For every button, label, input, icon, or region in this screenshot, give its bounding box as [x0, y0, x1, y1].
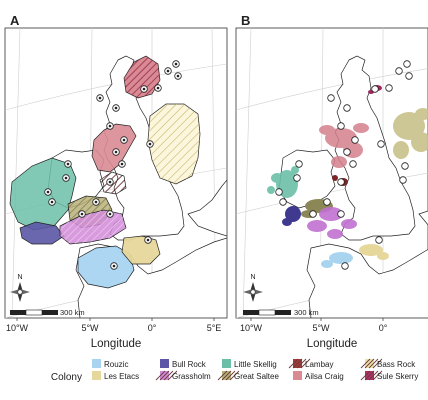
legend-item-bull-rock: Bull Rock — [160, 359, 207, 369]
north-arrow-a — [10, 282, 30, 302]
legend-item-little-skellig: Little Skellig — [222, 359, 277, 369]
x-axis-label-b: Longitude — [307, 338, 358, 350]
range-rouzic — [77, 245, 135, 289]
legend-label-grassholm: Grassholm — [172, 372, 211, 381]
panel-letter-a: A — [10, 13, 20, 28]
legend: Colony Rouzic Les Etacs Bull Rock Grassholm… — [51, 358, 418, 383]
legend-item-great-saltee: Great Saltee — [217, 370, 279, 381]
legend-item-bass-rock: Bass Rock — [360, 358, 416, 369]
legend-label-great-saltee: Great Saltee — [234, 372, 279, 381]
legend-item-ailsa-craig: Ailsa Craig — [293, 371, 344, 381]
legend-swatch-les-etacs — [92, 371, 101, 380]
gps-cloud-les-etacs — [359, 244, 389, 260]
legend-label-rouzic: Rouzic — [104, 360, 128, 369]
x-tick-a-2: 5°W — [81, 323, 99, 333]
legend-label-sule-skerry: Sule Skerry — [377, 372, 418, 381]
range-bull-rock — [19, 221, 65, 245]
panel-b: N 300 km B 10°W 5°W 0° Longitude — [235, 13, 428, 350]
x-tick-a-4: 5°E — [207, 323, 222, 333]
legend-item-lambay: Lambay — [288, 358, 333, 369]
scalebar-a — [10, 309, 58, 316]
legend-item-grassholm: Grassholm — [155, 370, 211, 381]
scalebar-label-b: 300 km — [294, 308, 319, 317]
gps-cloud-bass-rock — [393, 108, 428, 159]
range-les-etacs — [121, 235, 161, 265]
legend-item-les-etacs: Les Etacs — [92, 371, 139, 381]
gps-cloud-ailsa-craig — [319, 123, 369, 168]
x-tick-a-3: 0° — [148, 323, 157, 333]
legend-swatch-little-skellig — [222, 359, 231, 368]
scalebar-label-a: 300 km — [60, 308, 85, 317]
legend-label-bass-rock: Bass Rock — [377, 360, 416, 369]
legend-label-les-etacs: Les Etacs — [104, 372, 139, 381]
legend-label-lambay: Lambay — [305, 360, 333, 369]
gps-cloud-rouzic — [321, 252, 353, 268]
x-axis-label-a: Longitude — [91, 338, 142, 350]
legend-swatch-rouzic — [92, 359, 101, 368]
gps-cloud-bull-rock — [282, 206, 301, 226]
legend-title: Colony — [51, 372, 82, 383]
legend-swatch-bull-rock — [160, 359, 169, 368]
gps-cloud-grassholm — [307, 207, 357, 239]
legend-item-rouzic: Rouzic — [92, 359, 128, 369]
legend-label-little-skellig: Little Skellig — [234, 360, 277, 369]
legend-label-bull-rock: Bull Rock — [172, 360, 207, 369]
panel-letter-b: B — [241, 13, 250, 28]
x-tick-a-1: 10°W — [6, 323, 29, 333]
panel-a: N 300 km A 10°W 5°W 0° 5°E Longitude — [4, 13, 228, 350]
x-tick-b-1: 10°W — [240, 323, 263, 333]
north-label-a: N — [17, 274, 22, 281]
legend-item-sule-skerry: Sule Skerry — [360, 370, 418, 381]
x-tick-b-3: 0° — [379, 323, 388, 333]
north-label-b: N — [250, 274, 255, 281]
legend-label-ailsa-craig: Ailsa Craig — [305, 372, 344, 381]
x-tick-b-2: 5°W — [312, 323, 330, 333]
legend-swatch-ailsa-craig — [293, 371, 302, 380]
